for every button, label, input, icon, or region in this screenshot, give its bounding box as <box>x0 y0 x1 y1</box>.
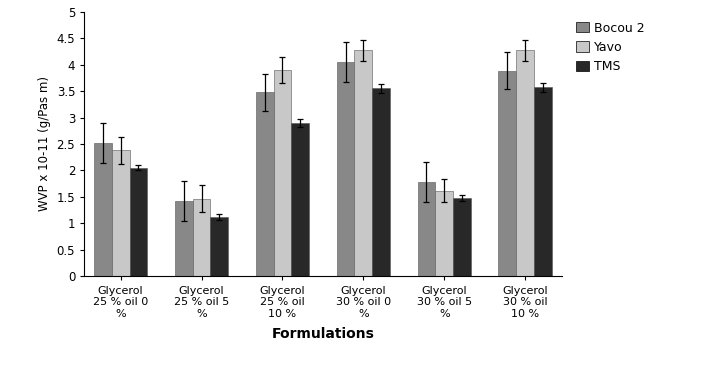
Bar <box>192 199 211 276</box>
Bar <box>256 92 274 276</box>
Bar <box>175 201 192 276</box>
Bar <box>130 168 147 276</box>
Bar <box>337 62 355 276</box>
Bar <box>291 123 309 276</box>
Bar <box>453 198 471 276</box>
Bar <box>211 217 228 276</box>
Bar <box>372 88 390 276</box>
Bar <box>435 190 453 276</box>
Bar <box>534 87 552 276</box>
Bar <box>418 182 435 276</box>
Y-axis label: WVP x 10-11 (g/Pas m): WVP x 10-11 (g/Pas m) <box>38 76 51 212</box>
Bar <box>498 71 516 276</box>
Bar <box>112 151 130 276</box>
X-axis label: Formulations: Formulations <box>272 327 374 341</box>
Bar <box>516 50 534 276</box>
Bar <box>274 70 291 276</box>
Legend: Bocou 2, Yavo, TMS: Bocou 2, Yavo, TMS <box>573 18 648 77</box>
Bar <box>355 50 372 276</box>
Bar <box>94 143 112 276</box>
